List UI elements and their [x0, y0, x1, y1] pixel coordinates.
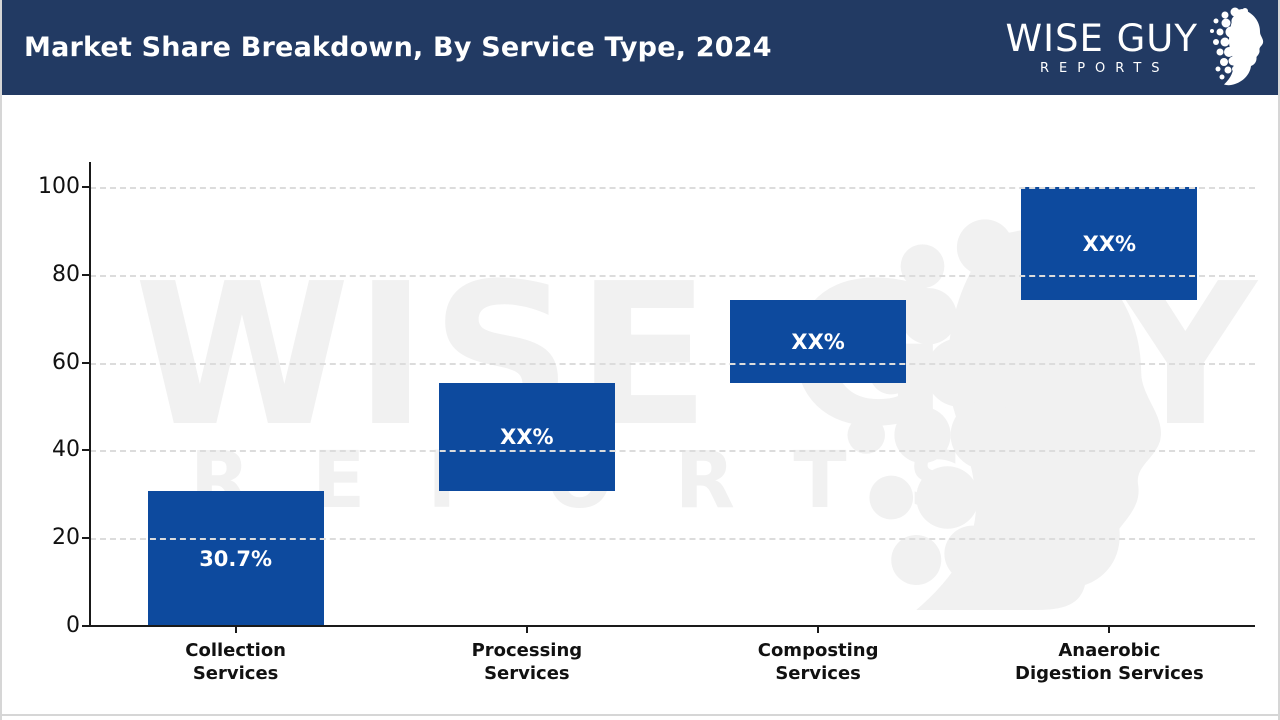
y-axis-spine — [89, 162, 91, 627]
grid-line — [90, 362, 1255, 365]
x-category-label: Anaerobic Digestion Services — [1015, 640, 1204, 684]
wise-guy-logo: WISE GUY REPORTS — [1006, 6, 1266, 88]
bar-value-label: 30.7% — [199, 546, 273, 571]
page-title: Market Share Breakdown, By Service Type,… — [24, 32, 772, 63]
x-axis-spine — [89, 625, 1255, 627]
header-bar: Market Share Breakdown, By Service Type,… — [2, 0, 1278, 95]
x-tick-mark — [234, 627, 237, 633]
y-tick-label: 80 — [52, 261, 80, 287]
grid-line — [90, 450, 1255, 453]
y-tick-label: 40 — [52, 437, 80, 463]
y-tick-mark — [82, 537, 89, 540]
x-tick-mark — [1108, 627, 1111, 633]
x-tick-mark — [525, 627, 528, 633]
bar-value-label: XX% — [500, 424, 554, 449]
y-tick-mark — [82, 625, 89, 627]
bar: 30.7% — [147, 491, 324, 626]
y-tick-label: 0 — [66, 613, 80, 638]
y-tick-mark — [82, 361, 89, 364]
x-category-label: Collection Services — [185, 640, 286, 684]
y-tick-mark — [82, 449, 89, 452]
bar: XX% — [730, 300, 907, 383]
logo-wordmark: WISE GUY — [1005, 16, 1198, 60]
y-tick-label: 100 — [38, 174, 80, 199]
grid-line — [90, 187, 1255, 189]
y-tick-label: 20 — [52, 525, 80, 551]
grid-line — [90, 538, 1255, 541]
x-category-label: Composting Services — [757, 640, 879, 684]
bar-value-label: XX% — [791, 329, 845, 354]
dotted-head-icon — [1210, 7, 1264, 86]
y-tick-mark — [82, 273, 89, 276]
logo-text: WISE GUY REPORTS — [1006, 20, 1198, 75]
y-tick-mark — [82, 186, 89, 188]
y-tick-label: 60 — [52, 349, 80, 375]
grid-line — [90, 274, 1255, 277]
bar: XX% — [1021, 187, 1198, 301]
bar-value-label: XX% — [1082, 231, 1137, 256]
x-category-label: Processing Services — [471, 640, 583, 684]
x-tick-mark — [817, 627, 820, 633]
logo-subtitle: REPORTS — [1039, 60, 1170, 76]
bottom-divider — [2, 714, 1278, 716]
bar: XX% — [438, 382, 615, 492]
